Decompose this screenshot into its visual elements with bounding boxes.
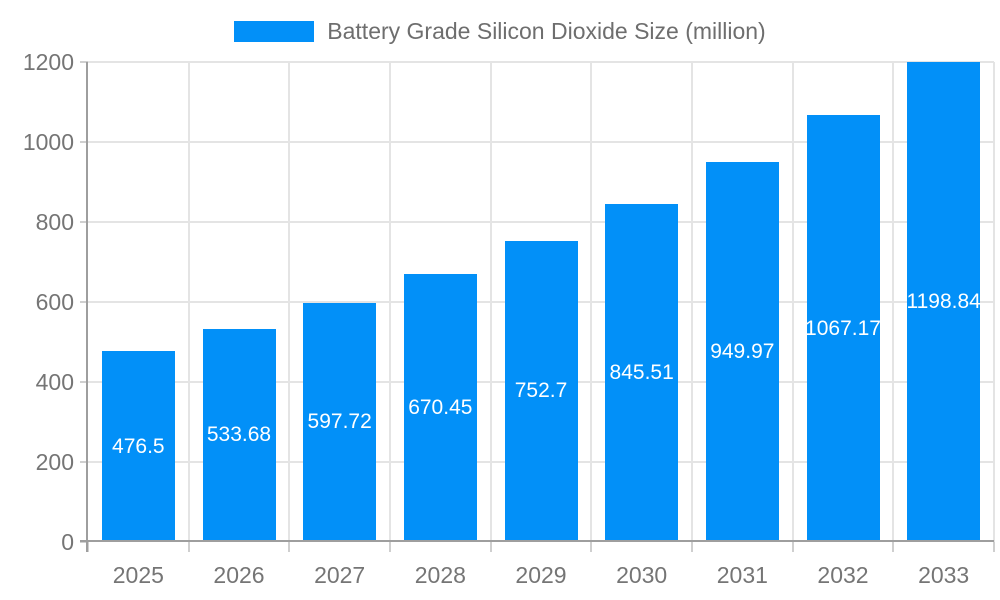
gridline-v [389,62,391,542]
x-tick-label: 2029 [515,562,567,588]
bar-value-label: 533.68 [206,423,272,447]
bar-value-label: 949.97 [710,340,775,363]
gridline-v [590,62,593,542]
gridline-v [691,62,693,542]
x-tick [288,542,291,552]
legend-label: Battery Grade Silicon Dioxide Size (mill… [327,18,766,44]
y-tick [80,61,88,63]
bar: 1067.17 [806,115,880,542]
x-tick-label: 2026 [213,562,265,588]
y-tick [80,141,88,143]
y-tick [80,461,88,463]
bar: 1198.84 [907,62,981,542]
y-tick-label: 800 [35,209,74,235]
y-tick-label: 600 [35,289,74,315]
bar: 949.97 [705,162,779,542]
x-tick [187,542,190,552]
bar-value-label: 845.51 [609,360,674,384]
bar-value-label: 1067.17 [806,316,880,340]
x-tick [993,542,995,552]
bar-value-label: 597.72 [307,410,372,434]
bar: 845.51 [605,203,679,542]
x-tick [590,542,593,552]
x-tick [489,542,492,552]
legend-swatch [234,21,315,42]
y-tick-label: 1000 [22,129,74,155]
gridline-v [993,62,995,542]
bar: 752.7 [504,240,578,542]
x-tick-label: 2027 [314,562,366,588]
gridline-v [791,62,794,542]
gridline-v [489,62,492,542]
x-tick [892,542,895,552]
x-tick-label: 2031 [716,562,768,588]
y-tick [80,541,88,543]
x-tick [691,542,693,552]
y-tick-label: 400 [35,369,74,395]
x-tick-label: 2030 [616,562,668,588]
gridline-v [187,62,190,542]
bar-value-label: 1198.84 [907,290,981,314]
y-tick-label: 1200 [22,49,74,75]
x-tick [791,542,794,552]
x-tick-label: 2033 [918,562,970,588]
bar-value-label: 476.5 [112,434,165,458]
x-tick [389,542,391,552]
gridline-v [288,62,291,542]
bar: 533.68 [202,328,276,542]
gridline-h [88,221,994,223]
x-tick [87,542,89,552]
bar: 476.5 [101,351,175,542]
gridline-h [88,141,994,143]
y-tick-label: 0 [61,529,74,555]
y-tick [80,381,88,383]
legend: Battery Grade Silicon Dioxide Size (mill… [0,18,1000,45]
y-axis-line [86,62,88,552]
x-tick-label: 2028 [414,562,466,588]
x-tick-label: 2025 [112,562,164,588]
bar: 670.45 [403,273,477,542]
y-tick-label: 200 [35,449,74,475]
gridline-h [88,61,994,63]
bar-value-label: 752.7 [514,379,568,403]
x-tick-label: 2032 [817,562,869,588]
bar-value-label: 670.45 [408,395,473,419]
gridline-v [892,62,895,542]
x-axis-line [80,540,994,542]
y-tick [80,221,88,223]
y-tick [80,301,88,303]
plot-area: 476.5 533.68 597.72 670.45 752.7 845.51 949.97… [88,61,995,542]
bar: 597.72 [303,302,377,542]
